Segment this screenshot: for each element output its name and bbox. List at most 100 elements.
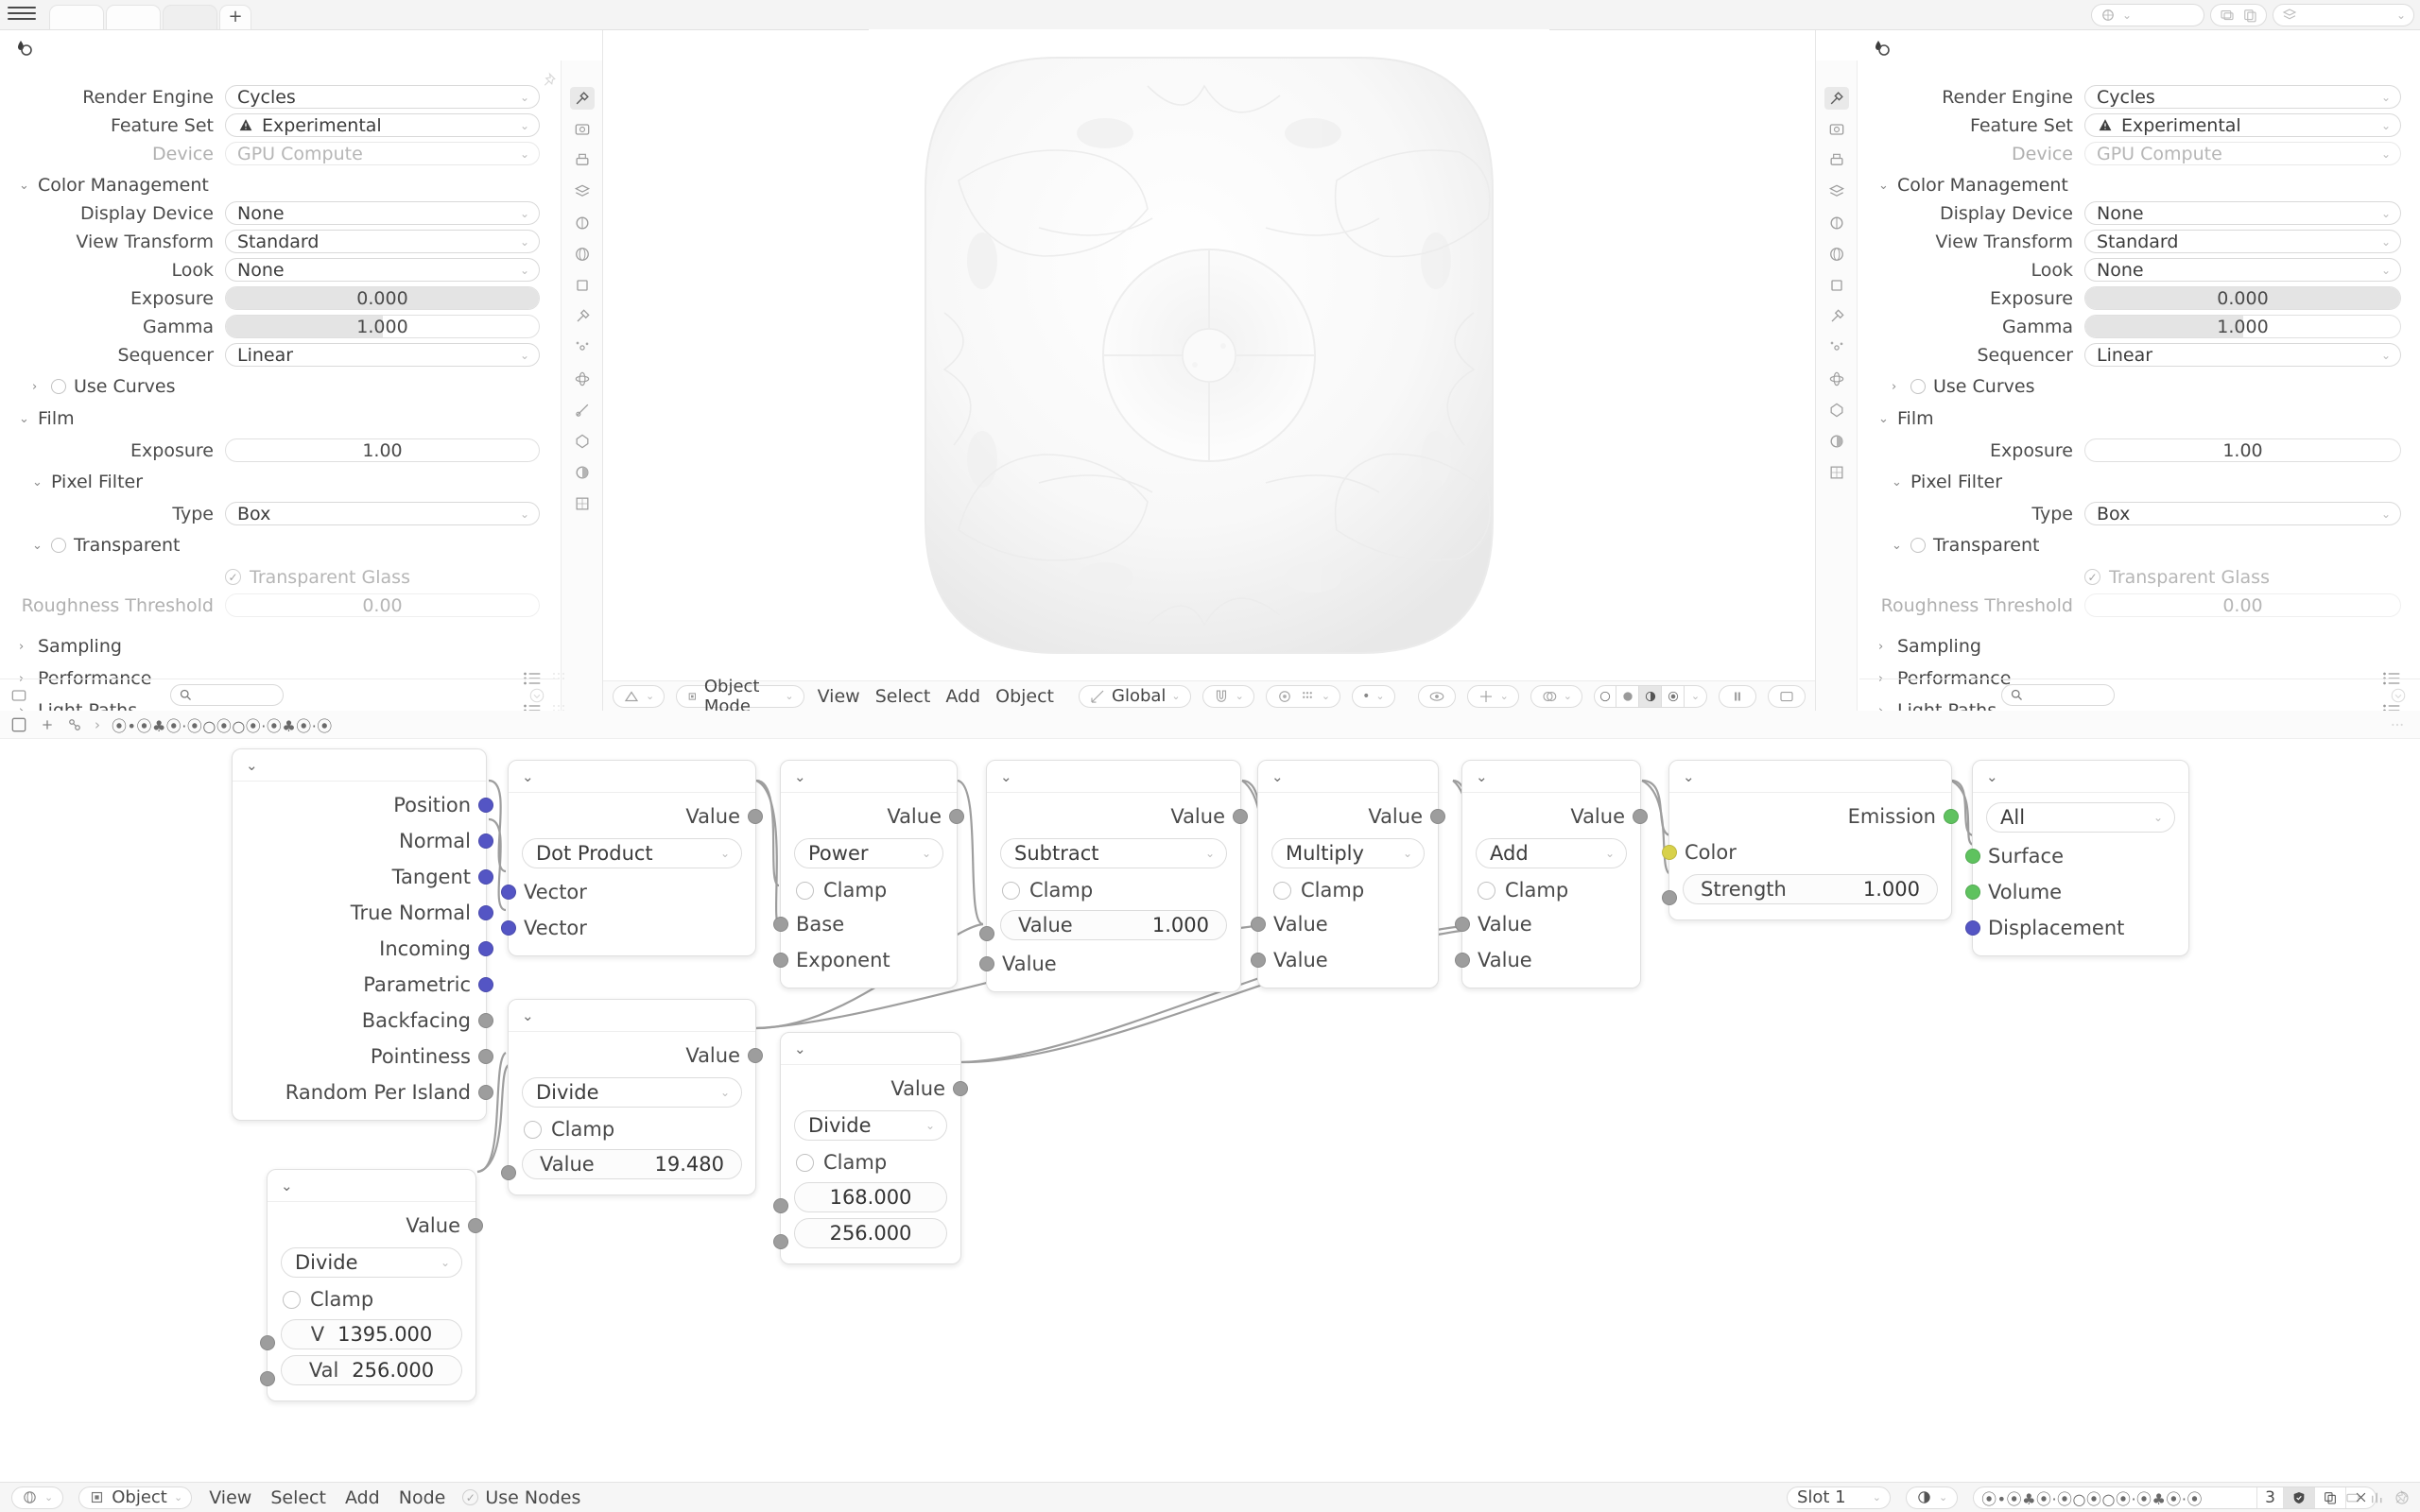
shader-type-selector[interactable]: Object ⌄ xyxy=(78,1486,193,1509)
socket-value-out[interactable]: Value xyxy=(987,799,1248,834)
socket-dot[interactable] xyxy=(478,798,493,813)
hamburger-icon[interactable] xyxy=(8,1,36,26)
target-dropdown[interactable]: All ⌄ xyxy=(1986,802,2175,833)
clamp-checkbox[interactable] xyxy=(796,881,814,900)
socket-dot[interactable] xyxy=(748,809,763,824)
use-curves-checkbox[interactable] xyxy=(51,379,66,394)
editor-type-selector-footer[interactable]: ⌄ xyxy=(11,1486,64,1509)
operation-dropdown[interactable]: Subtract ⌄ xyxy=(1000,838,1227,868)
chevron-down-icon[interactable]: ⌄ xyxy=(246,756,258,774)
proportional-edit-toggle[interactable]: ⌄ xyxy=(1265,684,1341,708)
socket-dot[interactable] xyxy=(478,1049,493,1064)
tab-output-r[interactable] xyxy=(1824,149,1849,172)
snap-toggle[interactable]: ⌄ xyxy=(1201,684,1254,708)
value-b-field[interactable]: Val 256.000 xyxy=(281,1355,462,1385)
socket-value-b[interactable]: Value xyxy=(979,946,1240,982)
operation-dropdown[interactable]: Dot Product ⌄ xyxy=(522,838,742,868)
viewport-canvas[interactable] xyxy=(603,29,1815,681)
socket-normal[interactable]: Normal xyxy=(233,823,493,859)
pause-render-toggle[interactable] xyxy=(1719,684,1756,708)
socket-dot[interactable] xyxy=(949,809,964,824)
clamp-toggle[interactable]: Clamp xyxy=(1462,874,1640,906)
menu-view-shader[interactable]: View xyxy=(209,1486,252,1508)
tab-render-r[interactable] xyxy=(1824,118,1849,141)
shading-wireframe[interactable] xyxy=(1594,684,1616,708)
chevron-down-icon[interactable]: ⌄ xyxy=(1271,767,1284,785)
socket-value-out[interactable]: Value xyxy=(781,799,964,834)
shading-solid[interactable] xyxy=(1616,684,1639,708)
math-multiply-node[interactable]: ⌄ Value Multiply ⌄ Clamp Value Value xyxy=(1251,760,1445,988)
workspace-tab-3[interactable] xyxy=(163,5,217,29)
interaction-mode-selector[interactable]: Object Mode ⌄ xyxy=(676,677,804,716)
transparent-checkbox[interactable] xyxy=(51,538,66,553)
use-nodes-checkbox[interactable]: ✓ xyxy=(462,1489,479,1505)
chevron-down-icon[interactable]: ⌄ xyxy=(522,1006,534,1024)
socket-value-out[interactable]: Value xyxy=(1462,799,1648,834)
geometry-node[interactable]: ⌄ Position Normal Tangent True Normal In… xyxy=(232,748,493,1121)
socket-vector-b[interactable]: Vector xyxy=(501,910,755,946)
section-color-management[interactable]: ⌄ Color Management xyxy=(19,173,553,198)
socket-dot[interactable] xyxy=(1965,885,1980,900)
socket-volume[interactable]: Volume xyxy=(1965,874,2188,910)
tab-particles[interactable] xyxy=(570,336,595,359)
roughness-threshold-slider-r[interactable]: 0.00 xyxy=(2084,593,2401,617)
viewport-options[interactable] xyxy=(1768,684,1806,708)
row-use-curves[interactable]: › Use Curves xyxy=(32,374,553,399)
look-dropdown-r[interactable]: None ⌄ xyxy=(2084,258,2401,282)
socket-position[interactable]: Position xyxy=(233,787,493,823)
socket-value-b[interactable]: Value xyxy=(1251,942,1438,978)
tab-physics[interactable] xyxy=(570,368,595,390)
tab-texture[interactable] xyxy=(570,492,595,515)
socket-value-out[interactable]: Value xyxy=(781,1071,968,1107)
math-subtract-node[interactable]: ⌄ Value Subtract ⌄ Clamp Value 1.000 Valu… xyxy=(979,760,1248,992)
socket-random-per-island[interactable]: Random Per Island xyxy=(233,1074,493,1110)
socket-dot[interactable] xyxy=(1251,953,1266,968)
socket-incoming[interactable]: Incoming xyxy=(233,931,493,967)
node-icon[interactable] xyxy=(66,716,83,733)
pixel-filter-type-dropdown-r[interactable]: Box ⌄ xyxy=(2084,502,2401,525)
material-output-node[interactable]: ⌄ All ⌄ Surface Volume Displacement xyxy=(1965,760,2189,956)
tab-modifiers-r[interactable] xyxy=(1824,305,1849,328)
socket-dot[interactable] xyxy=(478,1085,493,1100)
socket-displacement[interactable]: Displacement xyxy=(1965,910,2188,946)
look-dropdown[interactable]: None ⌄ xyxy=(225,258,540,282)
math-divide-lower-node[interactable]: ⌄ Value Divide ⌄ Clamp V 1395.000 xyxy=(260,1169,483,1401)
shading-material[interactable] xyxy=(1639,684,1662,708)
socket-dot[interactable] xyxy=(1944,809,1959,824)
node-header[interactable]: ⌄ xyxy=(509,1000,755,1032)
socket-surface[interactable]: Surface xyxy=(1965,838,2188,874)
socket-true-normal[interactable]: True Normal xyxy=(233,895,493,931)
tab-particles-r[interactable] xyxy=(1824,336,1849,359)
socket-backfacing[interactable]: Backfacing xyxy=(233,1003,493,1039)
socket-dot[interactable] xyxy=(478,869,493,885)
gamma-slider-r[interactable]: 1.000 xyxy=(2084,315,2401,338)
socket-dot[interactable] xyxy=(478,905,493,920)
tab-output[interactable] xyxy=(570,149,595,172)
film-exposure-slider-r[interactable]: 1.00 xyxy=(2084,438,2401,462)
node-header[interactable]: ⌄ xyxy=(781,761,957,793)
search-input-right[interactable] xyxy=(2001,684,2115,706)
node-header[interactable]: ⌄ xyxy=(1258,761,1438,793)
socket-dot[interactable] xyxy=(979,926,994,941)
menu-select[interactable]: Select xyxy=(874,685,931,707)
material-slot-selector[interactable]: Slot 1 ⌄ xyxy=(1786,1486,1891,1509)
socket-dot[interactable] xyxy=(773,1198,788,1213)
chevron-down-icon[interactable]: ⌄ xyxy=(522,767,534,785)
socket-exponent[interactable]: Exponent xyxy=(773,942,957,978)
vector-math-dot-product-node[interactable]: ⌄ Value Dot Product ⌄ Vector Vector xyxy=(501,760,763,956)
add-workspace-button[interactable]: + xyxy=(219,5,251,29)
menu-view[interactable]: View xyxy=(817,685,860,707)
value-a-field[interactable]: Value 1.000 xyxy=(1000,910,1227,940)
chevron-down-icon[interactable]: ⌄ xyxy=(1476,767,1488,785)
socket-dot[interactable] xyxy=(478,833,493,849)
socket-value-a[interactable]: Value xyxy=(1455,906,1640,942)
clamp-checkbox[interactable] xyxy=(1002,881,1020,900)
math-divide-middle-node[interactable]: ⌄ Value Divide ⌄ Clamp 168.000 256.000 xyxy=(773,1032,968,1264)
socket-value-out[interactable]: Value xyxy=(509,1038,763,1074)
clamp-checkbox[interactable] xyxy=(1478,881,1495,900)
scene-selector[interactable]: ⌄ xyxy=(2091,4,2204,26)
socket-dot[interactable] xyxy=(501,920,516,936)
grip-dots-icon[interactable] xyxy=(551,671,566,686)
search-input[interactable] xyxy=(170,684,284,706)
sequencer-dropdown-r[interactable]: Linear ⌄ xyxy=(2084,343,2401,367)
